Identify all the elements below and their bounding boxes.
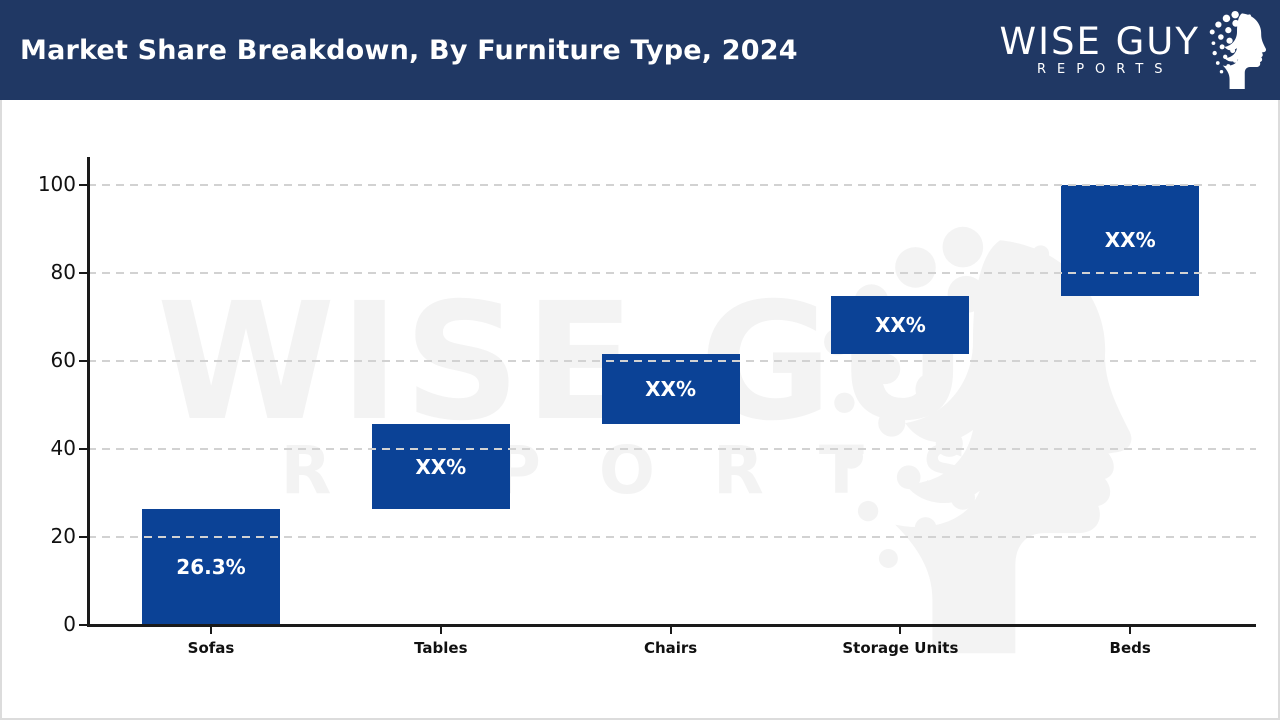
bottom-border <box>0 718 1280 720</box>
bar-value-label-beds: XX% <box>1104 228 1156 253</box>
y-tick-80 <box>79 272 87 274</box>
left-border <box>0 100 2 720</box>
x-tick-storage-units <box>899 627 902 634</box>
x-category-label-storage-units: Storage Units <box>842 639 959 657</box>
logo-subtitle: REPORTS <box>1036 62 1174 78</box>
wise-guy-reports-logo: WISE GUY REPORTS <box>1000 6 1268 94</box>
x-tick-tables <box>439 627 442 634</box>
x-tick-beds <box>1129 627 1132 634</box>
gridline-60 <box>88 360 1256 362</box>
y-tick-60 <box>79 360 87 362</box>
bar-value-label-chairs: XX% <box>645 377 697 402</box>
bar-sofas: 26.3% <box>142 509 280 625</box>
bar-value-label-storage-units: XX% <box>874 313 926 338</box>
x-category-label-sofas: Sofas <box>187 639 235 657</box>
logo-head-icon <box>1209 10 1267 90</box>
chart-canvas: WISE GUY REPORTS 02040608010026.3%SofasX… <box>0 100 1280 720</box>
logo-text: WISE GUY REPORTS <box>999 19 1200 78</box>
y-tick-label-0: 0 <box>63 612 76 636</box>
x-category-label-chairs: Chairs <box>643 639 698 657</box>
right-border <box>1278 100 1280 720</box>
y-tick-label-60: 60 <box>50 348 76 372</box>
y-axis <box>87 157 90 627</box>
header-bar: Market Share Breakdown, By Furniture Typ… <box>0 0 1280 100</box>
y-tick-100 <box>79 184 87 186</box>
x-tick-chairs <box>669 627 672 634</box>
y-tick-label-20: 20 <box>50 524 76 548</box>
gridline-20 <box>88 536 1256 538</box>
bar-storage-units: XX% <box>831 295 970 355</box>
bar-beds: XX% <box>1061 185 1200 296</box>
bar-value-label-tables: XX% <box>415 454 467 479</box>
y-tick-0 <box>79 624 87 626</box>
bar-tables: XX% <box>371 423 510 510</box>
y-tick-40 <box>79 448 87 450</box>
y-tick-label-40: 40 <box>50 436 76 460</box>
gridline-80 <box>88 272 1256 274</box>
x-category-label-tables: Tables <box>414 639 468 657</box>
gridline-40 <box>88 448 1256 450</box>
x-tick-sofas <box>210 627 212 634</box>
y-tick-label-100: 100 <box>37 172 76 196</box>
page-title: Market Share Breakdown, By Furniture Typ… <box>20 34 798 66</box>
bar-chairs: XX% <box>601 354 740 424</box>
y-tick-20 <box>79 536 87 538</box>
bar-value-label-sofas: 26.3% <box>176 555 246 580</box>
x-axis <box>87 624 1256 627</box>
y-tick-label-80: 80 <box>50 260 76 284</box>
logo-wordmark: WISE GUY <box>999 19 1200 63</box>
x-category-label-beds: Beds <box>1109 639 1151 657</box>
gridline-100 <box>88 184 1256 186</box>
